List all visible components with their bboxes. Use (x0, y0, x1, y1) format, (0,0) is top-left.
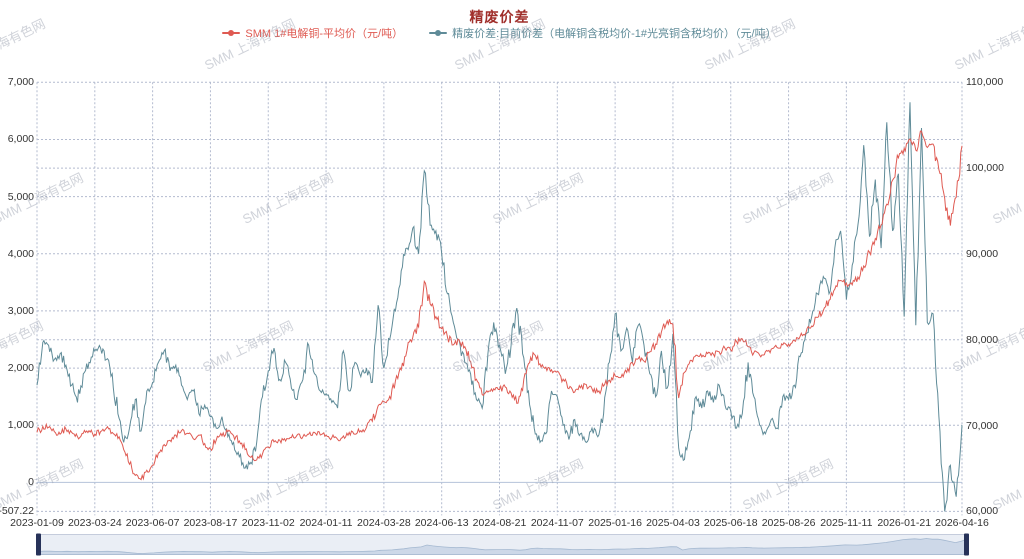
x-axis-tick-label: 2025-06-18 (703, 517, 758, 529)
y-axis-right-tick-label: 70,000 (966, 419, 999, 432)
x-axis-tick-label: 2024-08-21 (472, 517, 527, 529)
y-axis-right-tick-label: 100,000 (966, 162, 1004, 175)
x-axis-tick-label: 2025-04-03 (646, 517, 700, 529)
y-axis-left-tick-label: 0 (28, 476, 34, 489)
y-axis-left-tick-label: 5,000 (7, 190, 34, 203)
x-axis-tick-label: 2026-01-21 (877, 517, 932, 529)
y-axis-left-tick-label: 6,000 (7, 133, 34, 146)
x-axis-tick-label: 2024-03-28 (357, 517, 411, 529)
navigator-left-handle[interactable] (36, 533, 41, 556)
x-axis-tick-label: 2023-08-17 (183, 517, 238, 529)
navigator-right-handle[interactable] (964, 533, 969, 556)
y-axis-left-tick-label: 3,000 (7, 304, 34, 317)
x-axis-tick-label: 2025-08-26 (761, 517, 816, 529)
x-axis-tick-label: 2024-01-11 (299, 517, 353, 529)
x-axis-tick-label: 2025-11-11 (820, 517, 873, 529)
x-axis-tick-label: 2023-01-09 (10, 517, 64, 529)
x-axis-tick-label: 2023-11-02 (241, 517, 295, 529)
y-axis-right-tick-label: 90,000 (966, 247, 999, 260)
y-axis-right-tick-label: 60,000 (966, 505, 999, 518)
legend-line-dot-icon (222, 30, 241, 36)
x-axis-tick-label: 2023-06-07 (125, 517, 180, 529)
legend-item-spread[interactable]: 精废价差:目前价差（电解铜含税均价-1#光亮铜含税均价）（元/吨） (429, 25, 777, 41)
legend-line-dot-icon (429, 30, 448, 36)
navigator-preview-area (37, 538, 968, 555)
y-axis-left-tick-label: 1,000 (7, 419, 34, 432)
legend-label: SMM 1#电解铜-平均价（元/吨） (245, 28, 404, 40)
x-axis-tick-label: 2024-11-07 (530, 517, 584, 529)
copper-price-series-line (36, 130, 963, 481)
legend-item-copper-price[interactable]: SMM 1#电解铜-平均价（元/吨） (222, 25, 403, 41)
chart-legend: SMM 1#电解铜-平均价（元/吨） 精废价差:目前价差（电解铜含税均价-1#光… (37, 25, 962, 41)
x-axis-tick-label: 2023-03-24 (67, 517, 122, 529)
y-axis-left-tick-label: 4,000 (7, 247, 34, 260)
y-axis-right-tick-label: 80,000 (966, 333, 999, 346)
chart-title: 精废价差 (469, 9, 530, 25)
y-axis-left-tick-label: 2,000 (7, 362, 34, 375)
x-axis-tick-label: 2025-01-16 (588, 517, 642, 529)
spread-series-line (36, 102, 963, 512)
x-axis-tick-label: 2024-06-13 (414, 517, 469, 529)
legend-label: 精废价差:目前价差（电解铜含税均价-1#光亮铜含税均价）（元/吨） (452, 28, 777, 40)
y-axis-right-tick-label: 110,000 (966, 76, 1004, 89)
x-axis-tick-label: 2026-04-16 (935, 517, 989, 529)
y-axis-left-tick-label: -507.22 (0, 505, 34, 518)
y-axis-left-tick-label: 7,000 (7, 76, 34, 89)
